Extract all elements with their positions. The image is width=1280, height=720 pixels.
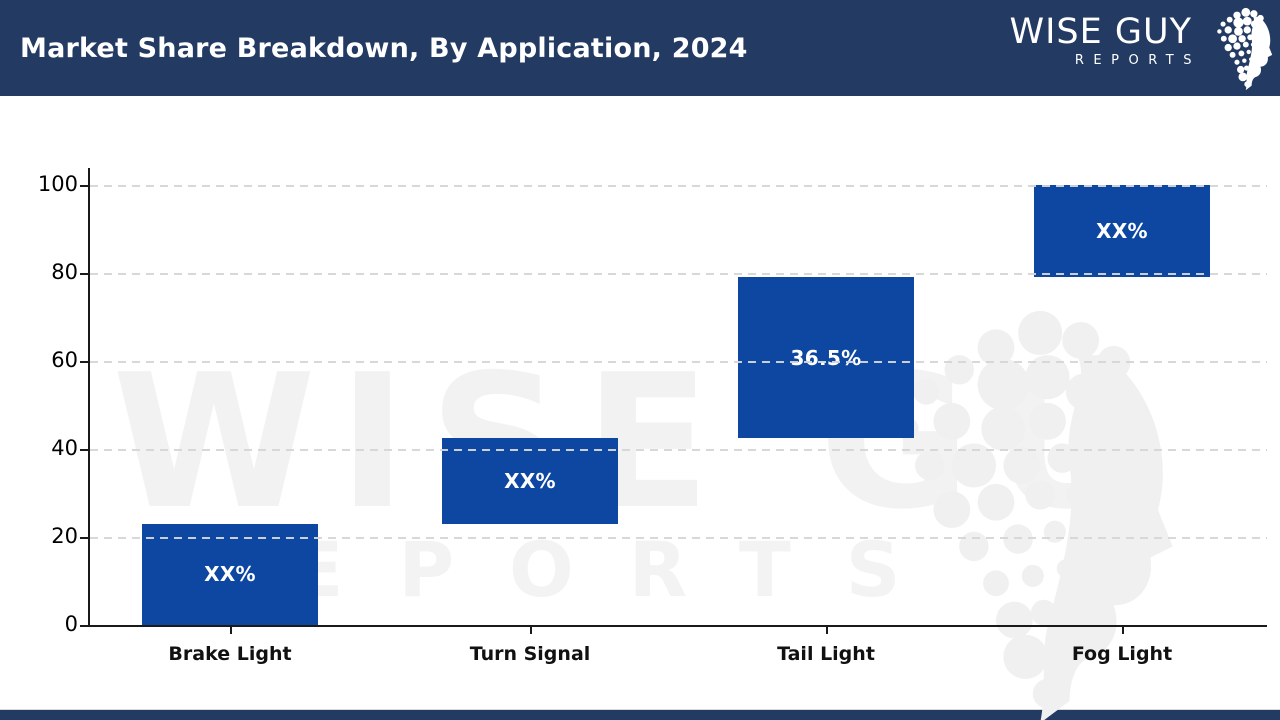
- gridline: [90, 361, 1267, 363]
- y-tick-label: 0: [64, 612, 78, 636]
- bar-value-label: XX%: [1096, 219, 1148, 244]
- y-tick-mark: [80, 185, 88, 187]
- y-tick-mark: [80, 625, 88, 627]
- bar: 36.5%: [738, 277, 914, 438]
- x-category-label: Tail Light: [777, 643, 875, 665]
- bar: XX%: [142, 523, 318, 625]
- gridline: [90, 449, 1267, 451]
- x-category-label: Turn Signal: [469, 643, 591, 665]
- y-axis: [88, 168, 90, 627]
- x-axis: [88, 625, 1267, 627]
- y-tick-label: 100: [37, 172, 78, 196]
- y-tick-mark: [80, 361, 88, 363]
- x-category-label: Fog Light: [1071, 643, 1173, 665]
- y-tick-label: 40: [51, 436, 78, 460]
- y-tick-label: 80: [51, 260, 78, 284]
- gridline: [90, 273, 1267, 275]
- wise-guy-logo: WISE GUY REPORTS: [1009, 14, 1192, 68]
- bar-value-label: 36.5%: [790, 345, 862, 370]
- bar-value-label: XX%: [204, 562, 256, 587]
- x-tick-mark: [530, 627, 532, 634]
- x-category-label: Brake Light: [168, 643, 292, 665]
- bar-value-label: XX%: [504, 468, 556, 493]
- y-tick-mark: [80, 273, 88, 275]
- y-tick-label: 60: [51, 348, 78, 372]
- watermark-text: WISE GU: [112, 334, 1165, 550]
- y-tick-mark: [80, 537, 88, 539]
- bar: XX%: [442, 438, 618, 524]
- logo-secondary-text: REPORTS: [1074, 52, 1201, 68]
- gridline: [90, 185, 1267, 187]
- footer-bar: [0, 710, 1280, 720]
- footer-divider: [0, 709, 1280, 710]
- header-bar: Market Share Breakdown, By Application, …: [0, 0, 1280, 96]
- logo-dot-head-icon: [1217, 7, 1273, 91]
- y-tick-mark: [80, 449, 88, 451]
- page-title: Market Share Breakdown, By Application, …: [20, 32, 748, 64]
- bar: XX%: [1034, 185, 1210, 278]
- x-tick-mark: [826, 627, 828, 634]
- gridline: [90, 537, 1267, 539]
- x-tick-mark: [1122, 627, 1124, 634]
- x-tick-mark: [230, 627, 232, 634]
- y-tick-label: 20: [51, 524, 78, 548]
- logo-primary-text: WISE GUY: [1009, 12, 1192, 52]
- chart-area: WISE GU REPORTS 0 20 40 60 80 100 XX% Brake Lig…: [0, 96, 1280, 720]
